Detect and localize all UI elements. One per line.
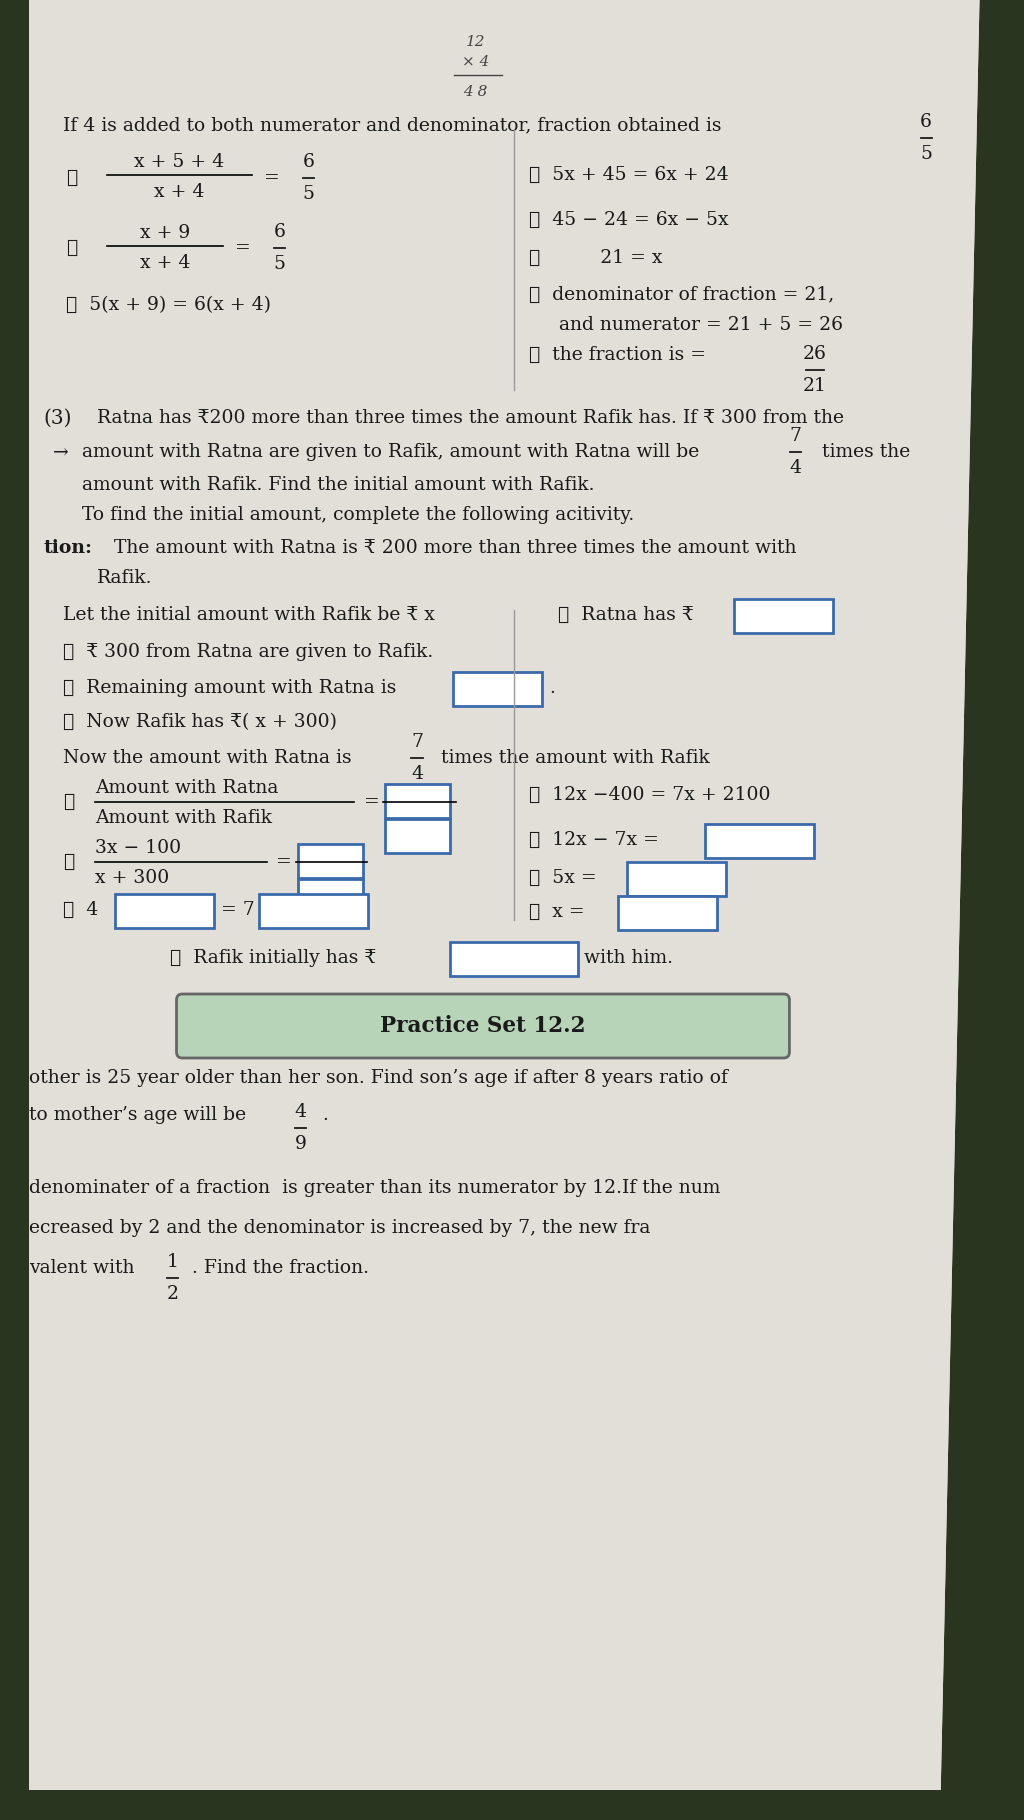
Text: If 4 is added to both numerator and denominator, fraction obtained is: If 4 is added to both numerator and deno… (63, 116, 722, 135)
Text: ∴          21 = x: ∴ 21 = x (528, 249, 663, 268)
Text: 5: 5 (302, 186, 314, 204)
FancyBboxPatch shape (617, 895, 717, 930)
Text: x + 9: x + 9 (139, 224, 190, 242)
Text: amount with Rafik. Find the initial amount with Rafik.: amount with Rafik. Find the initial amou… (83, 477, 595, 493)
Text: 12: 12 (466, 35, 485, 49)
Text: 7: 7 (790, 426, 801, 444)
FancyBboxPatch shape (734, 599, 834, 633)
Text: 1: 1 (167, 1252, 178, 1270)
Text: 3x − 100: 3x − 100 (95, 839, 181, 857)
Text: x + 300: x + 300 (95, 868, 169, 886)
Polygon shape (29, 0, 980, 1791)
Text: ∴  denominator of fraction = 21,: ∴ denominator of fraction = 21, (528, 286, 834, 304)
Text: times the: times the (822, 442, 910, 460)
Text: 4 8: 4 8 (463, 86, 487, 98)
Text: . Find the fraction.: . Find the fraction. (193, 1259, 369, 1278)
Text: Amount with Rafik: Amount with Rafik (95, 810, 272, 826)
Text: ecreased by 2 and the denominator is increased by 7, the new fra: ecreased by 2 and the denominator is inc… (29, 1219, 650, 1238)
Text: denominater of a fraction  is greater than its numerator by 12.If the num: denominater of a fraction is greater tha… (29, 1179, 721, 1198)
Text: =: = (264, 169, 280, 187)
Text: Practice Set 12.2: Practice Set 12.2 (380, 1016, 586, 1037)
Text: =: = (234, 238, 251, 257)
Text: 9: 9 (295, 1136, 306, 1154)
Text: ∴: ∴ (63, 854, 75, 872)
Text: other is 25 year older than her son. Find son’s age if after 8 years ratio of: other is 25 year older than her son. Fin… (29, 1068, 728, 1087)
Text: and numerator = 21 + 5 = 26: and numerator = 21 + 5 = 26 (528, 317, 843, 335)
Text: = 7: = 7 (221, 901, 255, 919)
FancyBboxPatch shape (385, 819, 450, 854)
Text: .: . (322, 1107, 328, 1125)
Text: (3): (3) (44, 408, 72, 428)
Text: valent with: valent with (29, 1259, 134, 1278)
Text: ∴  5x =: ∴ 5x = (528, 868, 596, 886)
Text: Now the amount with Ratna is: Now the amount with Ratna is (63, 750, 351, 766)
Text: ∴  12x −400 = 7x + 2100: ∴ 12x −400 = 7x + 2100 (528, 786, 770, 804)
Text: To find the initial amount, complete the following acitivity.: To find the initial amount, complete the… (83, 506, 635, 524)
Polygon shape (29, 0, 980, 1791)
Text: Amount with Ratna: Amount with Ratna (95, 779, 279, 797)
Text: 4: 4 (411, 766, 423, 783)
Text: 26: 26 (803, 344, 826, 362)
Text: with him.: with him. (584, 948, 673, 966)
Text: ∴  x =: ∴ x = (528, 903, 584, 921)
Text: ∴: ∴ (66, 238, 77, 257)
Text: 4: 4 (295, 1103, 306, 1121)
Text: 5: 5 (273, 255, 286, 273)
Text: ∴: ∴ (66, 169, 77, 187)
FancyBboxPatch shape (298, 844, 362, 877)
FancyBboxPatch shape (450, 943, 578, 976)
FancyBboxPatch shape (176, 994, 790, 1057)
Text: tion:: tion: (44, 539, 92, 557)
Text: × 4: × 4 (462, 55, 488, 69)
FancyBboxPatch shape (706, 824, 814, 857)
Text: ∴  12x − 7x =: ∴ 12x − 7x = (528, 832, 658, 848)
Text: ∴  Rafik initially has ₹: ∴ Rafik initially has ₹ (170, 948, 376, 966)
Text: 7: 7 (411, 733, 423, 750)
Text: x + 4: x + 4 (139, 255, 190, 271)
Text: →: → (53, 442, 69, 460)
Text: 6: 6 (921, 113, 932, 131)
Text: 4: 4 (790, 459, 801, 477)
Text: Ratna has ₹200 more than three times the amount Rafik has. If ₹ 300 from the: Ratna has ₹200 more than three times the… (97, 410, 844, 428)
Text: ∴  Ratna has ₹: ∴ Ratna has ₹ (558, 606, 693, 624)
Text: =: = (364, 794, 380, 812)
Text: ∴  the fraction is =: ∴ the fraction is = (528, 346, 706, 364)
Text: Rafik.: Rafik. (97, 570, 153, 588)
Polygon shape (582, 1471, 993, 1820)
Text: x + 5 + 4: x + 5 + 4 (134, 153, 224, 171)
Text: ∴  ₹ 300 from Ratna are given to Rafik.: ∴ ₹ 300 from Ratna are given to Rafik. (63, 642, 433, 661)
Text: 2: 2 (167, 1285, 178, 1303)
Text: 5: 5 (921, 146, 932, 164)
Text: .: . (549, 679, 555, 697)
Text: ∴: ∴ (63, 794, 75, 812)
Text: x + 4: x + 4 (155, 184, 205, 200)
Text: Let the initial amount with Rafik be ₹ x: Let the initial amount with Rafik be ₹ x (63, 606, 435, 624)
Text: ∴  4: ∴ 4 (63, 901, 98, 919)
FancyBboxPatch shape (453, 672, 542, 706)
Text: 6: 6 (302, 153, 314, 171)
Text: 21: 21 (803, 377, 826, 395)
Text: ∴  5x + 45 = 6x + 24: ∴ 5x + 45 = 6x + 24 (528, 166, 728, 184)
Text: amount with Ratna are given to Rafik, amount with Ratna will be: amount with Ratna are given to Rafik, am… (83, 442, 699, 460)
Text: to mother’s age will be: to mother’s age will be (29, 1107, 246, 1125)
Text: =: = (276, 854, 292, 872)
Text: ∴  45 − 24 = 6x − 5x: ∴ 45 − 24 = 6x − 5x (528, 211, 728, 229)
FancyBboxPatch shape (116, 894, 214, 928)
Text: 6: 6 (273, 222, 286, 240)
Text: ∴  5(x + 9) = 6(x + 4): ∴ 5(x + 9) = 6(x + 4) (66, 297, 271, 315)
Text: The amount with Ratna is ₹ 200 more than three times the amount with: The amount with Ratna is ₹ 200 more than… (115, 539, 797, 557)
FancyBboxPatch shape (628, 863, 726, 895)
FancyBboxPatch shape (298, 879, 362, 914)
FancyBboxPatch shape (259, 894, 368, 928)
FancyBboxPatch shape (385, 784, 450, 817)
Text: ∴  Now Rafik has ₹( x + 300): ∴ Now Rafik has ₹( x + 300) (63, 713, 337, 732)
Text: times the amount with Rafik: times the amount with Rafik (441, 750, 710, 766)
Text: ∴  Remaining amount with Ratna is: ∴ Remaining amount with Ratna is (63, 679, 396, 697)
